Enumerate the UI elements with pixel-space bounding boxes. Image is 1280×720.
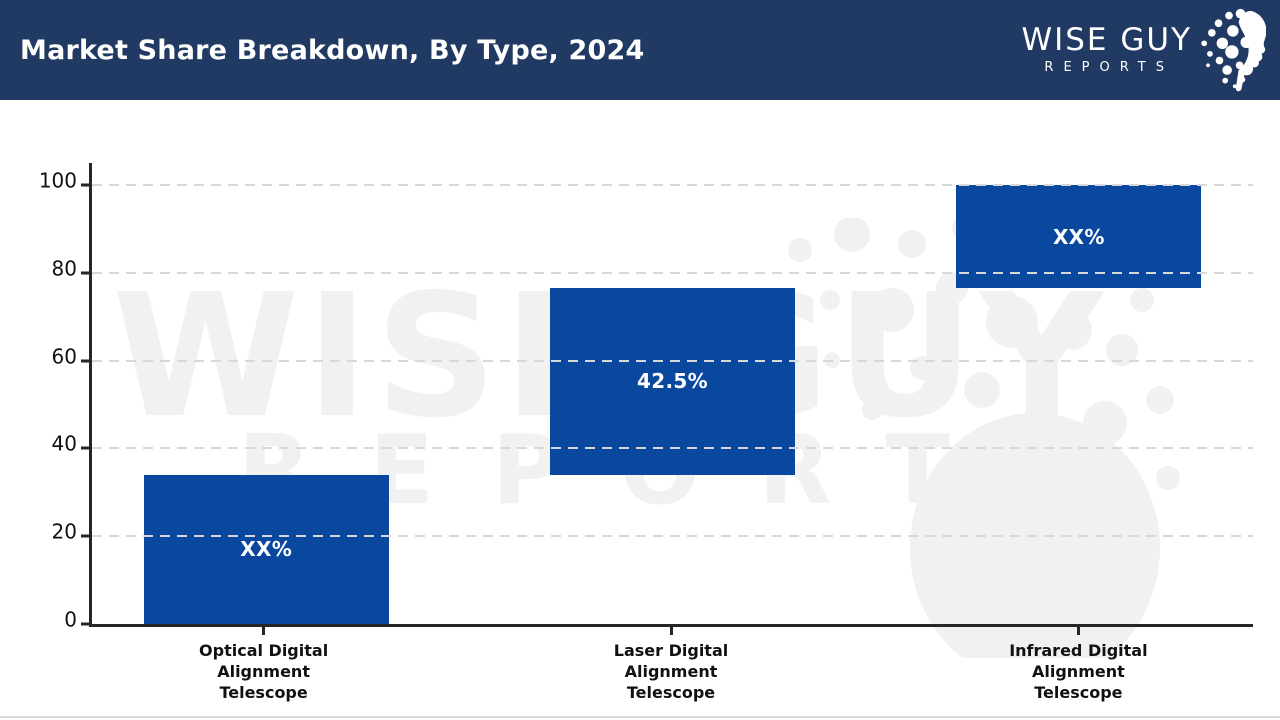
bar-segment: 42.5% — [550, 288, 795, 475]
y-axis-tick-mark — [81, 622, 89, 626]
x-axis-category-line: Optical Digital — [199, 641, 329, 660]
y-axis-tick-label: 20 — [51, 519, 77, 544]
page-title: Market Share Breakdown, By Type, 2024 — [20, 34, 645, 66]
bar-segment: XX% — [143, 474, 389, 624]
y-axis-tick-mark — [81, 446, 89, 450]
x-axis-category-line: Telescope — [219, 683, 308, 702]
x-axis-category-label: Laser Digital Alignment Telescope — [511, 640, 831, 703]
plot-area: 0 20 40 60 80 100 XX% 42.5% XX% — [39, 163, 1253, 630]
logo-head-icon — [1201, 8, 1266, 92]
chart-canvas: WISE GUY REPORTS 020406080100XX%42.5%XX%… — [0, 100, 1280, 720]
y-axis-tick-label: 0 — [64, 607, 77, 632]
y-axis-tick-mark — [81, 183, 89, 187]
bottom-divider — [0, 716, 1280, 718]
bar-value-label: XX% — [240, 537, 293, 562]
logo-wordmark: WISE GUY — [1021, 22, 1192, 58]
y-axis-tick-label: 40 — [51, 431, 77, 456]
x-axis-category-label: Optical Digital Alignment Telescope — [104, 640, 424, 703]
x-axis-tick-mark — [669, 627, 673, 635]
logo-subtitle: REPORTS — [1044, 60, 1175, 75]
x-axis-category-line: Laser Digital — [613, 641, 729, 660]
y-axis-tick-label: 80 — [51, 256, 77, 281]
x-axis-category-line: Alignment — [1032, 662, 1125, 681]
x-axis-category-line: Telescope — [626, 683, 716, 702]
x-axis-category-line: Telescope — [1034, 683, 1123, 702]
x-axis-category-line: Alignment — [217, 662, 310, 681]
logo-text: WISE GUY REPORTS — [1021, 22, 1192, 76]
y-axis-tick-mark — [81, 534, 89, 538]
header-bar: Market Share Breakdown, By Type, 2024 WI… — [0, 0, 1280, 100]
x-axis-category-line: Alignment — [624, 662, 718, 681]
x-axis-category-line: Infrared Digital — [1009, 641, 1148, 660]
y-axis-tick-mark — [81, 359, 89, 363]
y-axis-tick-label: 60 — [51, 344, 77, 369]
y-axis-tick-label: 100 — [38, 168, 77, 193]
y-axis-tick-mark — [81, 271, 89, 275]
bar-value-label: 42.5% — [637, 369, 708, 394]
x-axis-tick-mark — [262, 627, 266, 635]
wise-guy-reports-logo: WISE GUY REPORTS — [1021, 7, 1266, 93]
bar-value-label: XX% — [1052, 224, 1105, 249]
bar-segment: XX% — [956, 184, 1202, 289]
x-axis-category-label: Infrared Digital Alignment Telescope — [918, 640, 1238, 703]
x-axis-tick-mark — [1076, 627, 1080, 635]
